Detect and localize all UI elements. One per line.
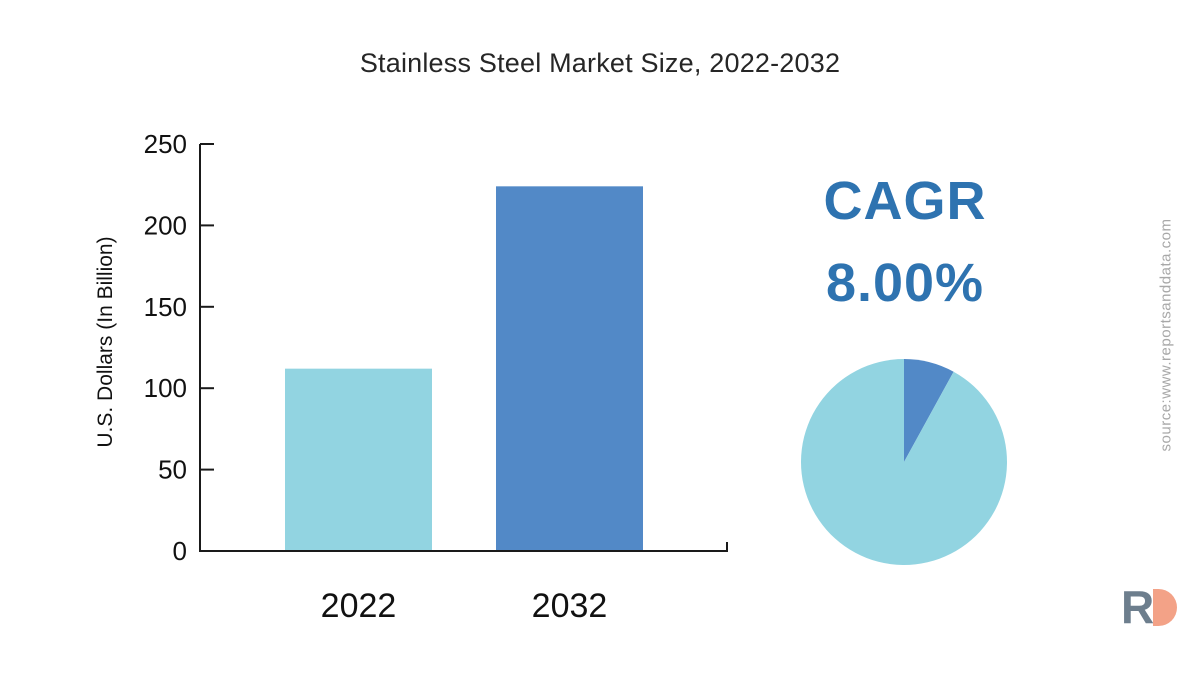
y-tick-label: 50: [158, 455, 187, 485]
y-axis-title: U.S. Dollars (In Billion): [94, 236, 117, 448]
chart-title: Stainless Steel Market Size, 2022-2032: [359, 48, 841, 78]
pie-slice-remainder: [801, 359, 1007, 565]
pie-slice-cagr: [904, 359, 954, 462]
y-tick-label: 100: [144, 373, 187, 403]
bar-2032: [496, 186, 643, 551]
cagr-annotation: CAGR 8.00%: [780, 160, 1030, 324]
logo-r-letter: R: [1121, 581, 1154, 633]
x-tick-label: 2032: [532, 587, 608, 625]
x-tick-label: 2022: [321, 587, 397, 625]
reportsanddata-logo: R: [1121, 581, 1178, 633]
bar-2022: [285, 368, 432, 551]
y-tick-label: 150: [144, 292, 187, 322]
cagr-label: CAGR: [823, 171, 987, 231]
logo-d-icon: [1153, 589, 1178, 626]
y-tick-label: 250: [144, 129, 187, 159]
y-tick-label: 0: [173, 536, 187, 566]
cagr-value: 8.00%: [825, 253, 985, 313]
source-note: source:www.reportsanddata.com: [1157, 218, 1175, 452]
y-tick-label: 200: [144, 210, 187, 240]
